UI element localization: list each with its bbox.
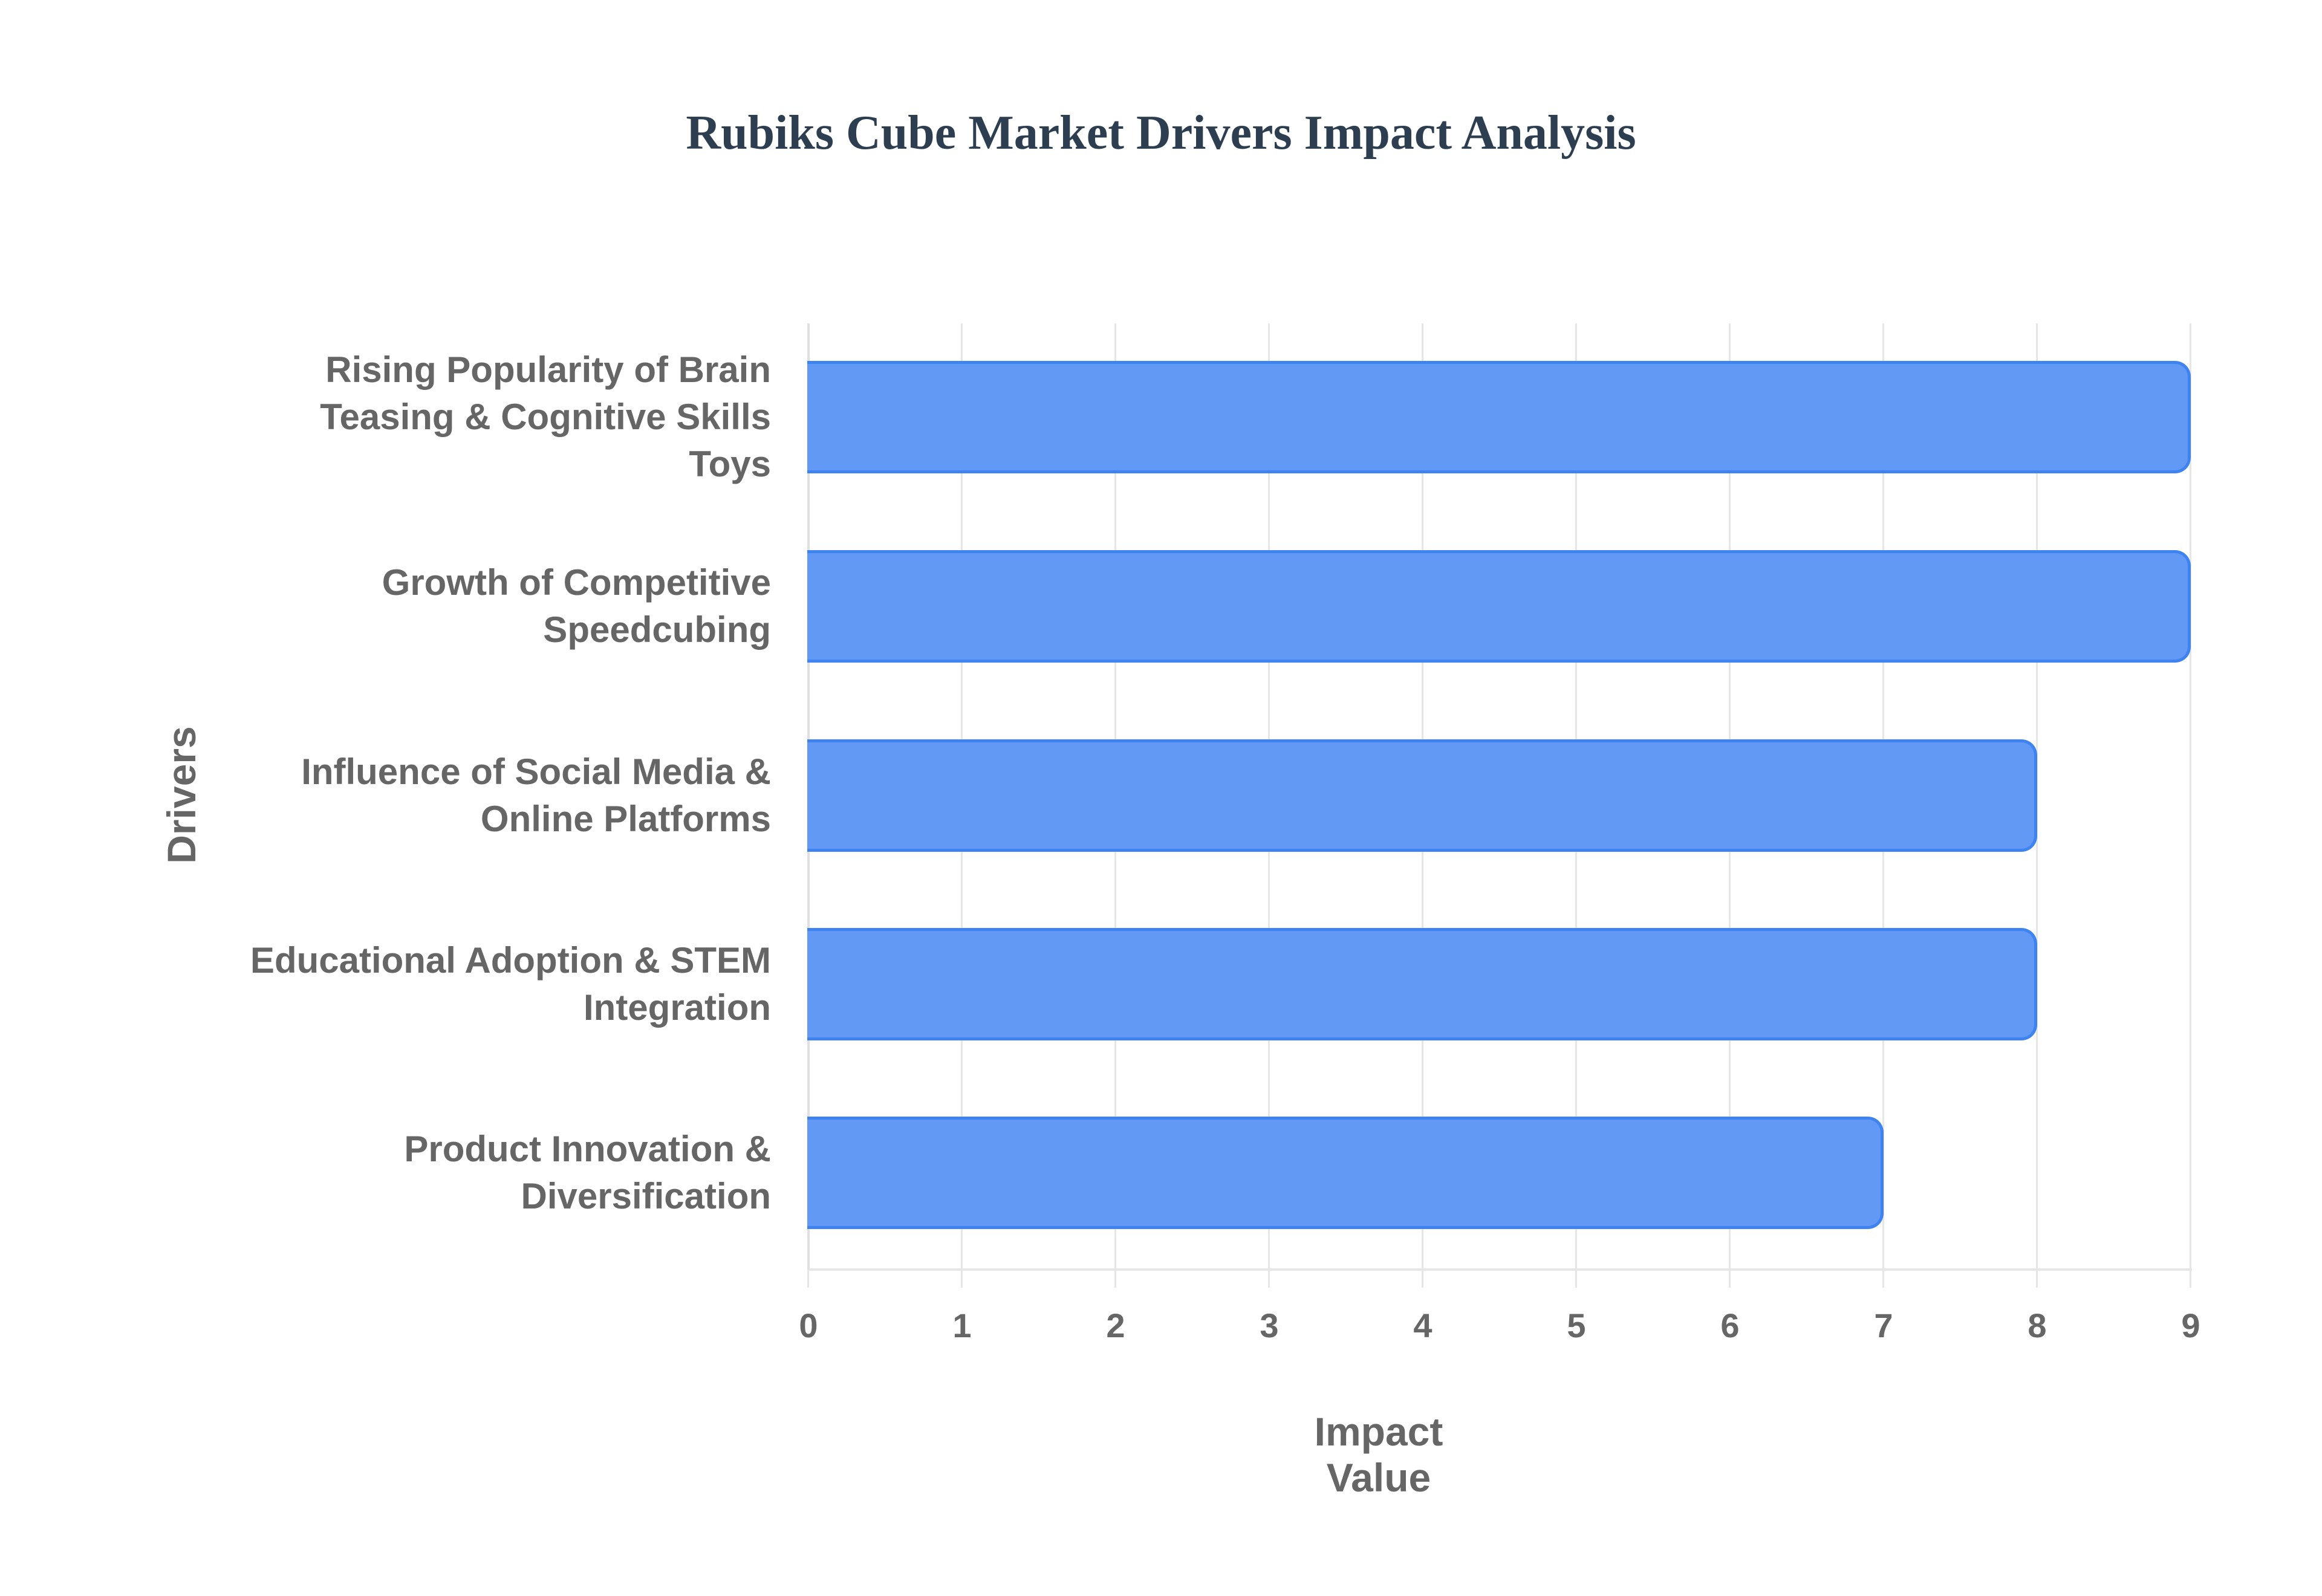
bar-educational-adoption[interactable] xyxy=(807,928,2037,1040)
x-tick-label: 0 xyxy=(799,1306,818,1345)
label-line: Educational Adoption & STEM xyxy=(250,940,771,981)
x-tick-mark xyxy=(1882,1270,1884,1288)
y-category-label: Rising Popularity of Brain Teasing & Cog… xyxy=(166,346,771,488)
label-line: Teasing & Cognitive Skills xyxy=(320,397,771,437)
y-category-label: Growth of Competitive Speedcubing xyxy=(166,559,771,654)
x-tick-label: 8 xyxy=(2028,1306,2047,1345)
label-line: Product Innovation & xyxy=(404,1129,771,1169)
bar-social-media[interactable] xyxy=(807,739,2037,852)
y-category-label: Educational Adoption & STEM Integration xyxy=(166,937,771,1031)
label-line: Toys xyxy=(689,444,771,484)
bar-competitive-speedcubing[interactable] xyxy=(807,550,2191,663)
x-tick-mark xyxy=(1575,1270,1577,1288)
gridline xyxy=(2190,323,2191,1270)
x-tick-mark xyxy=(2190,1270,2191,1288)
x-tick-mark xyxy=(2036,1270,2038,1288)
x-tick-label: 7 xyxy=(1874,1306,1893,1345)
x-tick-label: 3 xyxy=(1260,1306,1279,1345)
x-tick-mark xyxy=(1729,1270,1731,1288)
bar-rising-popularity[interactable] xyxy=(807,361,2191,473)
x-axis-title: Impact Value xyxy=(1314,1409,1443,1500)
x-tick-mark xyxy=(961,1270,963,1288)
label-line: Diversification xyxy=(521,1176,771,1216)
x-tick-label: 1 xyxy=(952,1306,972,1345)
x-tick-label: 6 xyxy=(1720,1306,1740,1345)
x-axis-line xyxy=(807,1268,2192,1271)
label-line: Rising Popularity of Brain xyxy=(325,349,771,390)
bar-product-innovation[interactable] xyxy=(807,1117,1884,1229)
x-tick-mark xyxy=(1114,1270,1116,1288)
x-tick-mark xyxy=(1268,1270,1270,1288)
x-tick-label: 5 xyxy=(1567,1306,1586,1345)
label-line: Integration xyxy=(584,987,771,1028)
label-line: Speedcubing xyxy=(543,609,771,650)
y-category-label: Influence of Social Media & Online Platf… xyxy=(166,748,771,843)
x-tick-mark xyxy=(1422,1270,1423,1288)
label-line: Influence of Social Media & xyxy=(301,751,771,792)
x-tick-label: 9 xyxy=(2181,1306,2200,1345)
y-category-label: Product Innovation & Diversification xyxy=(166,1126,771,1220)
chart-title: Rubiks Cube Market Drivers Impact Analys… xyxy=(686,106,1636,160)
x-tick-label: 4 xyxy=(1413,1306,1433,1345)
label-line: Growth of Competitive xyxy=(382,562,771,603)
plot-area xyxy=(807,323,2192,1288)
label-line: Online Platforms xyxy=(480,799,771,839)
x-tick-mark xyxy=(807,1270,809,1288)
x-tick-label: 2 xyxy=(1106,1306,1125,1345)
